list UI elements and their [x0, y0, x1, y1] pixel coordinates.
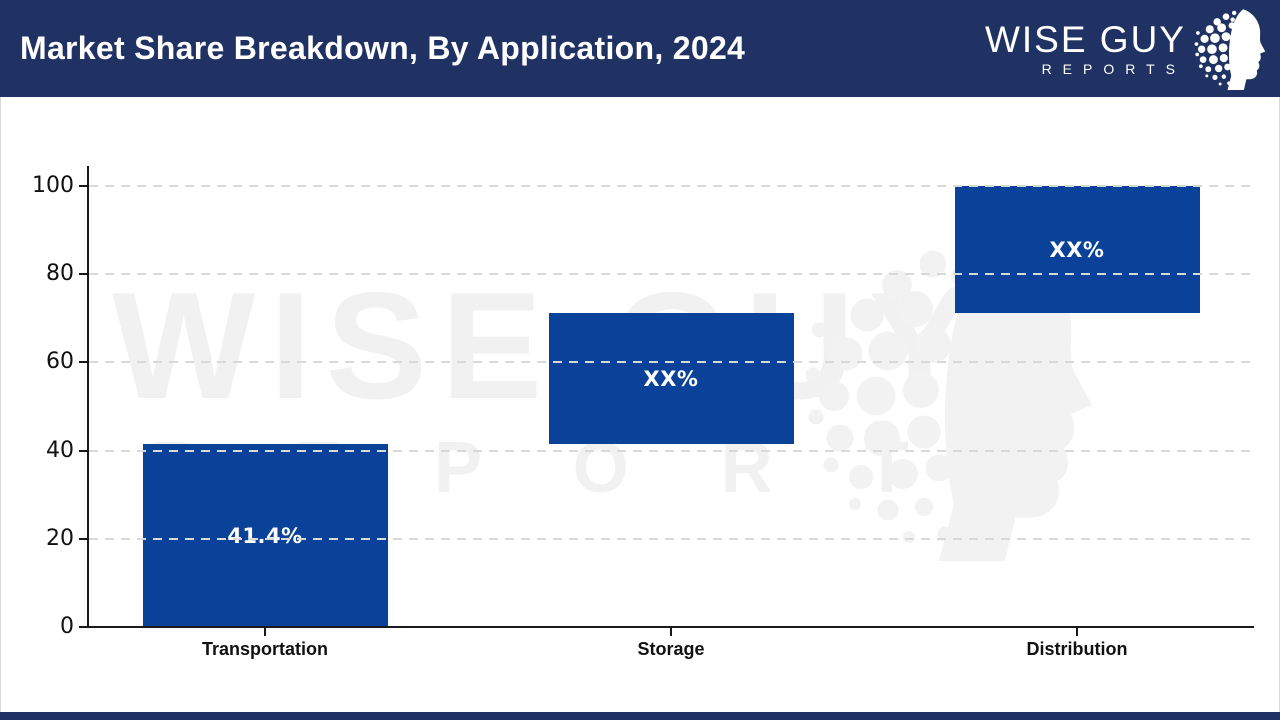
y-tick-mark [79, 185, 87, 187]
logo-subtext: REPORTS [1041, 60, 1186, 77]
header-bar: Market Share Breakdown, By Application, … [0, 0, 1280, 97]
x-tick-mark [264, 628, 266, 636]
bar-value-label: XX% [643, 366, 699, 391]
gridline-100 [89, 185, 1253, 187]
x-axis-line [84, 626, 1254, 628]
y-tick-label: 100 [32, 173, 74, 198]
y-tick-label: 0 [60, 614, 74, 639]
x-tick-mark [670, 628, 672, 636]
bar-value-label: 41.4% [227, 523, 303, 548]
bar-value-label: XX% [1049, 237, 1105, 262]
y-tick-mark [79, 449, 87, 452]
y-tick-mark [79, 626, 87, 628]
footer-bar [0, 712, 1280, 720]
category-label-storage: Storage [637, 639, 705, 659]
y-tick-label: 20 [46, 525, 74, 551]
category-label-transportation: Transportation [201, 639, 329, 659]
wiseguy-head-icon [1194, 9, 1266, 90]
y-tick-mark [79, 273, 87, 276]
y-tick-label: 80 [46, 261, 74, 287]
bar-storage: XX% [548, 313, 794, 445]
gridline-40 [89, 449, 1253, 452]
chart-title: Market Share Breakdown, By Application, … [20, 30, 746, 66]
gridline-80 [89, 273, 1253, 276]
y-axis-line [87, 166, 89, 628]
brand-logo: WISE GUY REPORTS [985, 7, 1266, 90]
category-label-distribution: Distribution [1026, 639, 1128, 659]
brand-logo-text: WISE GUY REPORTS [985, 21, 1186, 77]
bar-transportation: 41.4% [142, 444, 388, 627]
logo-wordmark: WISE GUY [984, 18, 1186, 60]
y-tick-mark [79, 361, 87, 364]
y-tick-label: 40 [46, 437, 74, 463]
x-tick-mark [1076, 628, 1078, 636]
y-tick-mark [79, 537, 87, 540]
bar-distribution: XX% [954, 186, 1200, 313]
gridline-20 [89, 537, 1253, 540]
gridline-60 [89, 361, 1253, 364]
y-tick-label: 60 [46, 349, 74, 375]
